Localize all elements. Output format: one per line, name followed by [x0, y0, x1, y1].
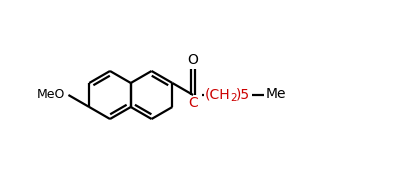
Text: MeO: MeO	[37, 89, 66, 102]
Text: (CH: (CH	[205, 87, 231, 101]
Text: Me: Me	[265, 87, 286, 101]
Text: 2: 2	[230, 93, 237, 103]
Text: )5: )5	[236, 87, 250, 101]
Text: C: C	[188, 96, 198, 110]
Text: O: O	[188, 53, 198, 67]
